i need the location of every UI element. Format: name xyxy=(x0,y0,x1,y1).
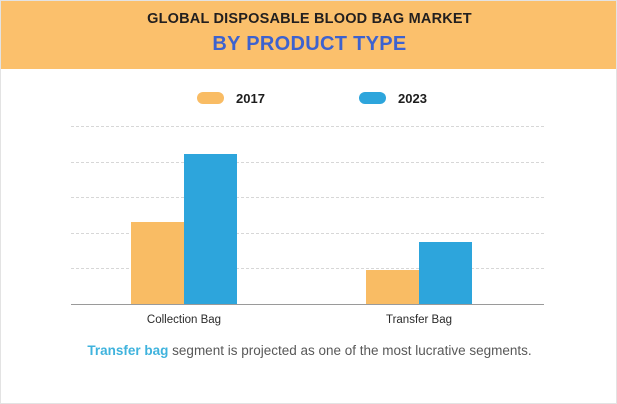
legend-swatch-icon-2023 xyxy=(359,92,386,104)
bar xyxy=(131,222,184,304)
x-axis-line xyxy=(71,304,544,305)
caption-rest: segment is projected as one of the most … xyxy=(168,343,532,358)
legend-item-2017[interactable]: 2017 xyxy=(197,87,265,109)
category-label-collection-bag: Collection Bag xyxy=(146,314,222,326)
header-band: GLOBAL DISPOSABLE BLOOD BAG MARKET BY PR… xyxy=(1,1,616,69)
gridline xyxy=(71,126,544,127)
gridline xyxy=(71,232,544,234)
legend-swatch-icon-2017 xyxy=(197,92,224,104)
chart-legend: 2017 2023 xyxy=(1,87,616,109)
gridline xyxy=(71,161,544,163)
caption-highlight: Transfer bag xyxy=(87,343,169,358)
gridline xyxy=(71,268,544,270)
legend-item-2023[interactable]: 2023 xyxy=(359,87,427,109)
chart-plot-area xyxy=(71,126,544,306)
bar xyxy=(184,154,237,304)
chart-caption: Transfer bag segment is projected as one… xyxy=(1,343,616,358)
chart-subtitle: BY PRODUCT TYPE xyxy=(212,33,407,55)
gridline xyxy=(71,197,544,199)
legend-label-2017: 2017 xyxy=(236,90,265,106)
bar xyxy=(419,241,472,304)
legend-label-2023: 2023 xyxy=(398,90,427,106)
category-label-transfer-bag: Transfer Bag xyxy=(385,314,453,326)
chart-title: GLOBAL DISPOSABLE BLOOD BAG MARKET xyxy=(147,11,472,27)
bar xyxy=(366,270,419,304)
